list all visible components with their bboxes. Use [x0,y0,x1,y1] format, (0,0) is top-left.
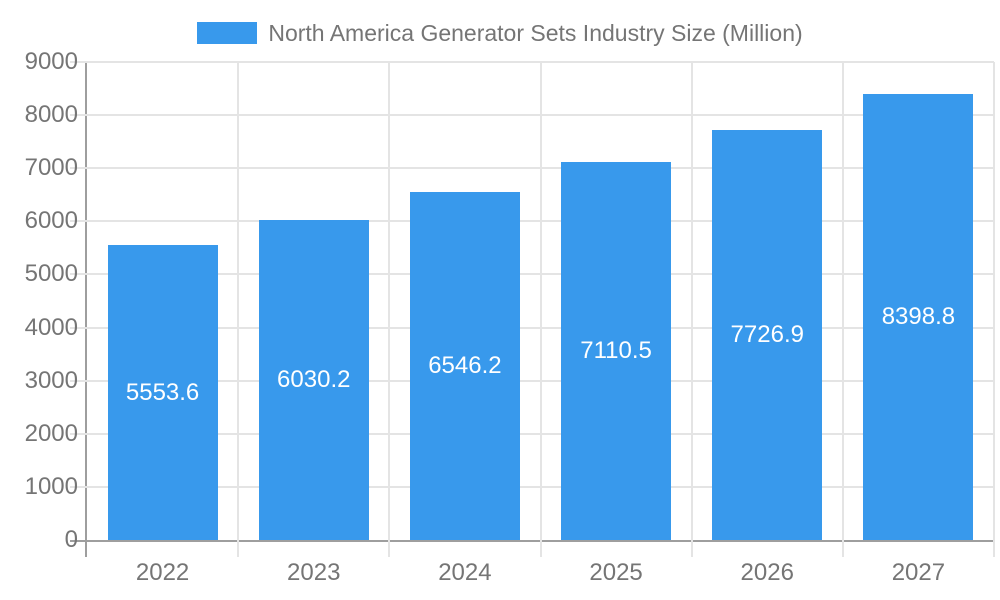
y-axis-label-8000: 8000 [24,101,78,129]
y-tick-3000 [70,379,87,382]
gridline-v-6 [993,62,995,540]
bar-2022[interactable]: 5553.6 [107,245,218,540]
legend-label: North America Generator Sets Industry Si… [268,19,803,46]
gridline-v-1 [237,62,240,540]
x-tick-5 [841,540,844,557]
bar-value-label: 5553.6 [125,378,200,406]
x-tick-1 [237,540,240,557]
bar-2027[interactable]: 8398.8 [863,93,974,540]
y-tick-6000 [70,220,87,223]
bar-2025[interactable]: 7110.5 [561,162,672,540]
bar-value-label: 6030.2 [277,365,351,393]
y-tick-8000 [70,114,87,117]
x-axis-label-2027: 2027 [891,559,946,586]
y-axis-line [85,62,87,557]
y-tick-2000 [70,432,87,435]
bar-2026[interactable]: 7726.9 [712,129,823,540]
x-axis-label-2024: 2024 [438,559,492,586]
y-axis-label-9000: 9000 [24,48,78,75]
y-tick-9000 [70,61,87,63]
y-axis-label-4000: 4000 [24,313,78,341]
x-axis-label-2025: 2025 [589,559,643,586]
bar-value-label: 7726.9 [730,320,804,348]
gridline-v-5 [841,62,844,540]
x-tick-6 [993,540,995,557]
x-axis-label-2026: 2026 [740,559,794,586]
y-axis-label-7000: 7000 [24,154,78,182]
x-axis-label-2022: 2022 [135,559,190,586]
x-tick-3 [539,540,542,557]
y-tick-7000 [70,167,87,170]
bar-2024[interactable]: 6546.2 [409,192,520,540]
x-axis-label-2023: 2023 [287,559,341,586]
legend-swatch-icon [197,22,258,44]
gridline-v-3 [539,62,542,540]
legend: North America Generator Sets Industry Si… [0,18,1000,48]
y-tick-1000 [70,485,87,488]
plot-area: 5553.6 6030.2 6546.2 7110.5 7726.9 8398.8 [70,61,995,557]
gridline-v-4 [690,62,693,540]
bar-2023[interactable]: 6030.2 [258,219,369,540]
bar-value-label: 6546.2 [428,352,502,380]
y-axis-label-0: 0 [64,526,78,553]
bar-value-label: 8398.8 [881,302,956,330]
legend-item[interactable]: North America Generator Sets Industry Si… [197,18,803,48]
y-tick-4000 [70,326,87,329]
gridline-v-2 [388,62,391,540]
y-tick-5000 [70,273,87,276]
y-axis-label-2000: 2000 [24,419,78,447]
y-axis-label-3000: 3000 [24,366,78,394]
y-axis-label-5000: 5000 [24,260,78,288]
x-tick-4 [690,540,693,557]
x-axis-line [70,540,994,542]
y-axis-label-1000: 1000 [24,472,78,500]
bar-value-label: 7110.5 [580,337,652,365]
y-axis-label-6000: 6000 [24,207,78,235]
x-tick-2 [388,540,391,557]
